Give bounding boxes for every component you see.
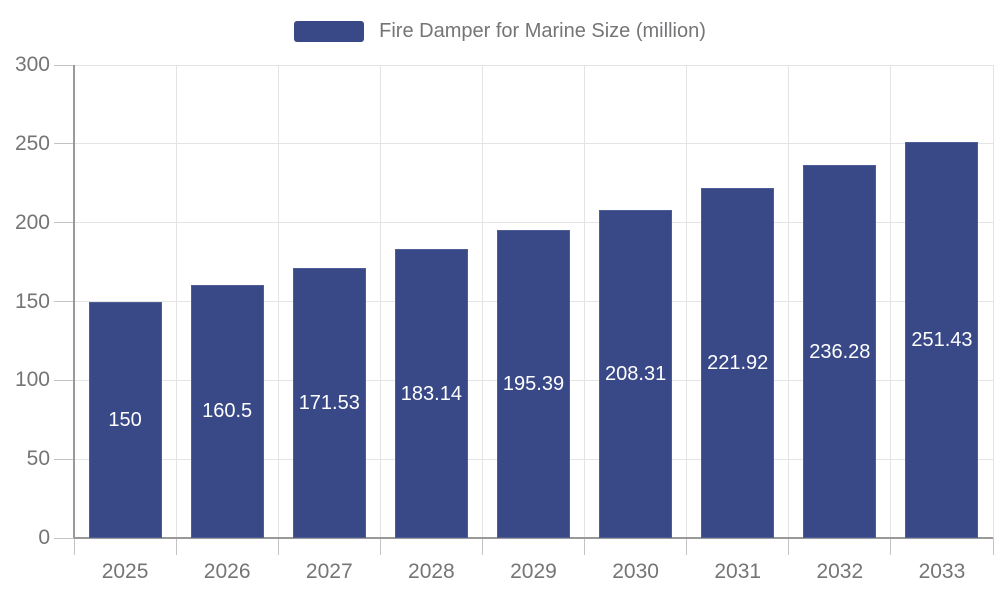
gridline-vertical <box>584 65 586 538</box>
bar-value-label: 236.28 <box>809 340 871 363</box>
x-axis-category-label: 2029 <box>510 560 557 583</box>
x-axis-tick <box>73 538 75 555</box>
gridline-vertical <box>686 65 688 538</box>
bar-value-label: 208.31 <box>605 362 667 385</box>
bar-2033[interactable] <box>905 141 979 538</box>
gridline-vertical <box>277 65 279 538</box>
x-axis-tick <box>788 538 790 555</box>
bar-2031[interactable] <box>701 188 775 538</box>
x-axis-tick <box>584 538 586 555</box>
x-axis-tick <box>277 538 279 555</box>
bar-2029[interactable] <box>497 229 570 538</box>
y-axis-tick-label: 150 <box>14 289 50 313</box>
gridline-vertical <box>481 65 483 538</box>
x-axis-category-label: 2026 <box>203 560 251 583</box>
y-axis-tick <box>54 458 74 460</box>
gridline-horizontal <box>74 64 993 66</box>
bar-2032[interactable] <box>803 165 877 538</box>
y-axis-tick-label: 50 <box>26 447 50 471</box>
bar-value-label: 171.53 <box>298 391 360 414</box>
y-axis-tick-label: 300 <box>14 53 50 76</box>
x-axis-tick <box>992 538 994 555</box>
y-axis-tick <box>54 222 74 224</box>
plot-area: 150 160.5 171.53 183.14 195.39 208.31 221.92 23… <box>54 64 994 555</box>
y-axis-tick-label: 0 <box>38 526 50 549</box>
x-axis-category-label: 2030 <box>612 560 659 583</box>
bar-value-label: 183.14 <box>400 382 462 405</box>
x-axis-tick <box>890 538 892 555</box>
bar-value-label: 195.39 <box>502 372 565 395</box>
x-axis-tick <box>481 538 483 555</box>
x-axis-category-label: 2031 <box>714 560 762 583</box>
y-axis-tick <box>54 143 74 145</box>
y-axis-line <box>73 65 75 538</box>
y-axis-tick <box>54 64 74 66</box>
gridline-vertical <box>788 65 790 538</box>
gridline-vertical <box>890 65 892 538</box>
y-axis-tick-label: 100 <box>14 368 50 392</box>
bar-value-label: 150 <box>108 408 142 431</box>
gridline-vertical <box>379 65 381 538</box>
gridline-horizontal <box>74 143 993 145</box>
y-axis-tick-label: 250 <box>14 131 50 155</box>
x-axis-category-label: 2028 <box>408 560 455 583</box>
bar-2026[interactable] <box>190 284 264 538</box>
legend-label: Fire Damper for Marine Size (million) <box>379 19 706 42</box>
gridline-vertical <box>175 65 177 538</box>
y-axis-tick <box>54 537 74 539</box>
legend[interactable]: Fire Damper for Marine Size (million) <box>0 18 1000 44</box>
bar-2028[interactable] <box>394 249 468 538</box>
x-axis-tick <box>379 538 381 555</box>
x-axis-category-label: 2033 <box>918 560 966 583</box>
bar-2030[interactable] <box>599 209 673 538</box>
legend-swatch <box>294 20 365 42</box>
y-axis-tick-label: 200 <box>14 210 50 234</box>
x-axis-tick <box>175 538 177 555</box>
bar-value-label: 251.43 <box>911 328 973 351</box>
y-axis-tick <box>54 301 74 302</box>
x-axis-line <box>74 537 993 539</box>
bar-2025[interactable] <box>88 301 162 538</box>
y-axis-tick <box>54 379 74 381</box>
bar-value-label: 160.5 <box>202 400 253 423</box>
bar-value-label: 221.92 <box>707 352 769 375</box>
x-axis-tick <box>686 538 688 555</box>
x-axis-category-label: 2027 <box>305 560 353 583</box>
gridline-vertical <box>992 65 994 538</box>
x-axis-category-label: 2032 <box>816 560 864 583</box>
bar-2027[interactable] <box>292 267 366 538</box>
gridline-horizontal <box>74 222 993 224</box>
x-axis-category-label: 2025 <box>101 560 149 583</box>
